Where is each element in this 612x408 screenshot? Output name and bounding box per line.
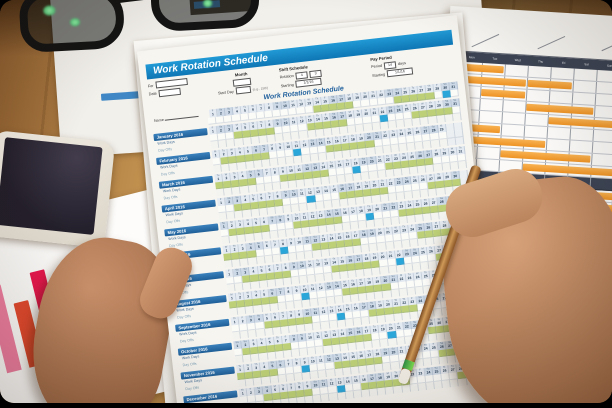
form-left-group: For Date [147, 76, 205, 104]
gantt-grid-cell [570, 128, 595, 141]
gantt-grid-cell [546, 139, 571, 152]
period-label: Period [370, 63, 383, 70]
gantt-grid-cell [526, 89, 551, 103]
date-label: Date [148, 91, 157, 97]
pay-starting-field: 1/1/16 [386, 67, 414, 78]
period-field: 14 [383, 60, 397, 70]
gantt-grid-cell [591, 153, 612, 167]
gantt-grid-cell [573, 80, 598, 93]
gantt-grid-cell [592, 141, 612, 155]
phone-screen [0, 137, 103, 235]
form-month-group: Month Start Day (e.g., 15th) [209, 68, 275, 97]
rotated-column-label [471, 33, 500, 48]
gantt-grid-cell [528, 65, 552, 79]
rotation-field-2: 3 [309, 69, 322, 78]
gantt-grid-cell [547, 127, 572, 140]
month-field [232, 77, 252, 87]
month-label: Month [234, 71, 248, 78]
gantt-grid-cell [480, 98, 504, 112]
gantt-grid-cell [595, 93, 612, 107]
gantt-grid-cell [572, 92, 597, 105]
gantt-grid-cell [596, 81, 612, 95]
gantt-grid-cell [597, 70, 612, 83]
gantt-grid-cell [524, 125, 549, 139]
schedule-months: Name F 1 Sa 2 Su 3 M 4 Tu 5 W 6 Th 7 F 8 Sa 9 Su 10 M 11 Tu 12 W… [151, 81, 492, 403]
gantt-grid-cell [569, 140, 594, 153]
gantt-grid-cell [551, 67, 575, 80]
smartphone [0, 129, 116, 249]
pay-starting-label: Starting [371, 72, 386, 78]
gantt-grid-cell [477, 146, 501, 160]
gantt-grid-cell [593, 129, 612, 143]
day-off-cell [455, 137, 465, 145]
start-day-label: Start Day [217, 89, 234, 96]
gantt-grid-cell [505, 64, 529, 77]
start-day-field [235, 85, 251, 95]
gantt-grid-cell [503, 100, 527, 113]
gantt-grid-cell [525, 113, 549, 127]
gantt-grid-cell [549, 91, 574, 104]
rotated-column-label [601, 37, 612, 52]
gantt-grid-cell [594, 105, 612, 119]
red-bar [0, 284, 22, 374]
day-off-cell [458, 160, 468, 169]
shift-starting-field: 1/1/16 [295, 77, 322, 88]
period-unit: days [397, 61, 407, 66]
day-off-cell [452, 113, 462, 122]
gantt-grid-cell [479, 110, 504, 124]
date-field [158, 87, 182, 97]
for-label: For [147, 83, 154, 88]
rotation-label: Rotation [279, 73, 294, 80]
shift-starting-label: Starting [280, 82, 294, 88]
gantt-grid-cell [502, 112, 526, 125]
start-day-note: (e.g., 15th) [252, 85, 269, 92]
gantt-grid-cell [574, 68, 598, 81]
rotated-column-label [537, 35, 566, 50]
work-day-cell [450, 89, 459, 98]
gantt-grid-cell [501, 124, 526, 137]
rotation-field: 4 [295, 70, 309, 80]
